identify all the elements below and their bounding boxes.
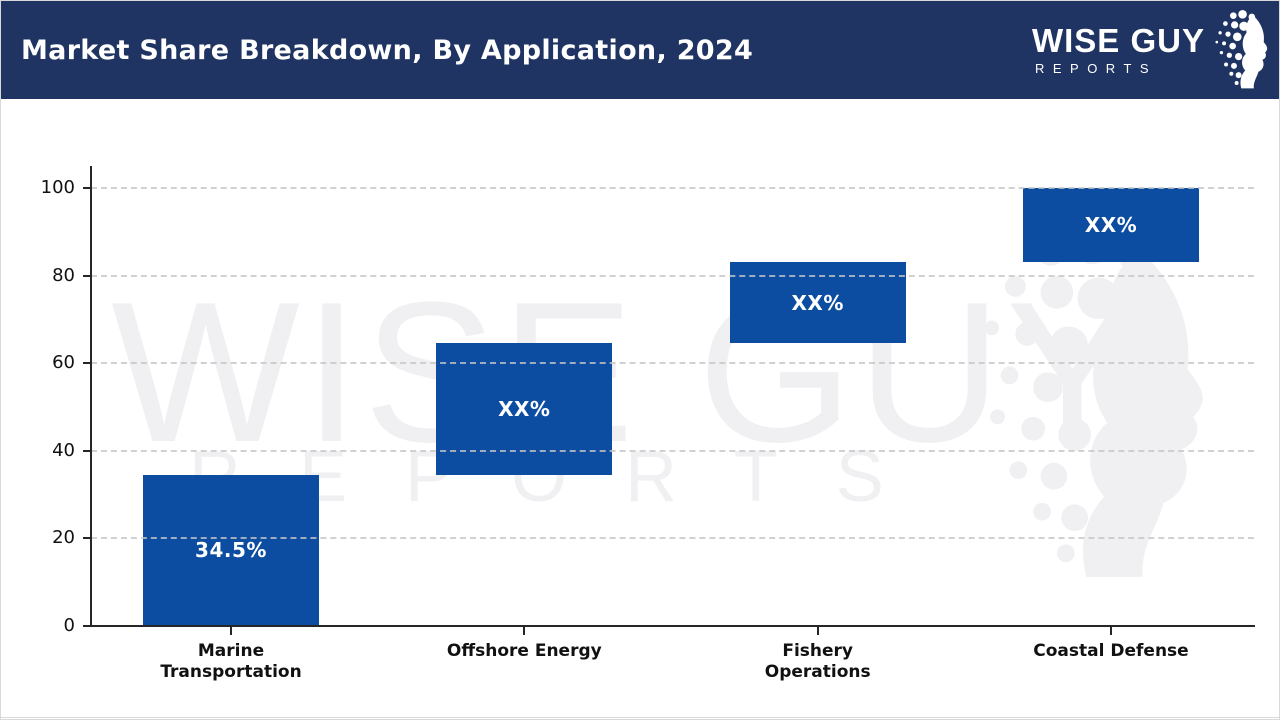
y-tick (83, 187, 91, 189)
bar-coastal-defense: XX% (1023, 188, 1199, 263)
x-axis-label: Fishery Operations (764, 641, 871, 683)
logo-face-icon (1215, 10, 1268, 89)
bottom-border-line (1, 717, 1279, 718)
y-tick-label: 60 (52, 352, 75, 374)
bar-value-label: XX% (498, 397, 551, 422)
bar-marine-transportation: 34.5% (143, 474, 319, 626)
gridline (91, 537, 1254, 540)
logo-text: WISE GUY REPORTS (1032, 24, 1205, 76)
x-tick (1110, 626, 1112, 635)
y-tick (83, 274, 91, 277)
wiseguy-logo: WISE GUY REPORTS (1032, 8, 1269, 92)
y-tick (83, 625, 91, 627)
gridline (91, 449, 1254, 452)
x-axis-label: Offshore Energy (446, 641, 602, 661)
gridline (91, 362, 1254, 365)
y-tick-label: 40 (52, 439, 75, 461)
x-tick (230, 626, 232, 635)
bar-value-label: XX% (1084, 213, 1138, 238)
watermark-wiseguy-text: WISE GUY (111, 261, 1144, 484)
header-bar: Market Share Breakdown, By Application, … (1, 1, 1279, 99)
gridline (91, 274, 1254, 277)
logo-wiseguy-text: WISE GUY (1031, 22, 1205, 59)
logo-reports-text: REPORTS (1034, 61, 1158, 76)
x-tick (523, 626, 526, 635)
y-axis-spine (90, 166, 92, 627)
gridline (91, 187, 1254, 189)
chart-title: Market Share Breakdown, By Application, … (21, 34, 754, 66)
x-tick (816, 626, 819, 635)
y-tick (83, 362, 91, 365)
x-axis-label: Coastal Defense (1033, 641, 1189, 661)
bar-offshore-energy: XX% (436, 343, 613, 475)
y-tick-label: 100 (40, 177, 75, 198)
y-tick (83, 449, 91, 452)
y-tick-label: 0 (63, 615, 75, 636)
x-axis-spine (90, 625, 1255, 627)
y-tick (83, 537, 91, 540)
x-axis-label: Marine Transportation (160, 641, 302, 683)
y-tick-label: 20 (52, 527, 75, 549)
y-tick-label: 80 (52, 264, 75, 286)
bar-value-label: XX% (791, 290, 844, 315)
bar-value-label: 34.5% (195, 538, 267, 563)
